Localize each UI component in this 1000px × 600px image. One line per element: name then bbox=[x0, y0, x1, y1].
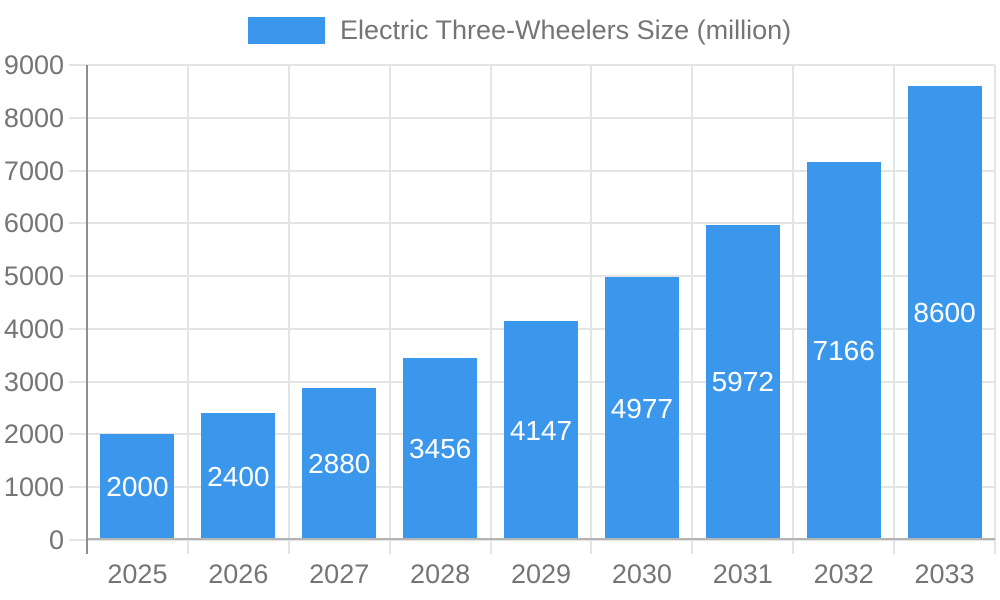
bar-value-label: 7166 bbox=[812, 334, 875, 366]
bar-value-label: 2000 bbox=[106, 471, 169, 503]
x-axis-tick-label: 2031 bbox=[712, 559, 773, 589]
gridline-vertical bbox=[489, 65, 492, 554]
bar-value-label: 2400 bbox=[207, 460, 270, 492]
gridline-vertical bbox=[994, 65, 996, 554]
x-axis-tick-label: 2030 bbox=[611, 559, 672, 589]
legend-swatch bbox=[248, 16, 325, 44]
gridline-vertical bbox=[792, 65, 795, 554]
bar[interactable]: 2400 bbox=[201, 413, 276, 540]
gridline-horizontal bbox=[69, 64, 995, 66]
y-axis-tick-label: 3000 bbox=[3, 366, 64, 397]
gridline-vertical bbox=[893, 65, 896, 554]
gridline-vertical bbox=[186, 65, 189, 554]
bar-value-label: 5972 bbox=[711, 366, 774, 398]
bar[interactable]: 4147 bbox=[504, 321, 578, 540]
y-axis-tick-label: 2000 bbox=[3, 419, 64, 450]
x-axis-tick-label: 2025 bbox=[107, 559, 168, 589]
bar-value-label: 4147 bbox=[509, 414, 573, 446]
gridline-horizontal bbox=[69, 275, 995, 278]
legend-label: Electric Three-Wheelers Size (million) bbox=[340, 14, 792, 45]
x-axis-tick-label: 2033 bbox=[914, 559, 975, 589]
y-axis-tick-label: 1000 bbox=[3, 472, 64, 503]
bar-value-label: 3456 bbox=[408, 432, 472, 464]
bar[interactable]: 3456 bbox=[403, 357, 478, 540]
x-axis-tick-label: 2032 bbox=[813, 559, 874, 589]
gridline-horizontal bbox=[69, 169, 995, 172]
y-axis-tick-label: 6000 bbox=[3, 208, 64, 239]
bar[interactable]: 4977 bbox=[604, 277, 679, 540]
y-axis-line bbox=[86, 65, 88, 554]
y-axis-tick-label: 0 bbox=[48, 525, 64, 555]
x-axis-tick-label: 2028 bbox=[410, 559, 471, 589]
bar[interactable]: 5972 bbox=[705, 224, 780, 540]
gridline-horizontal bbox=[69, 222, 995, 225]
x-axis-tick-label: 2027 bbox=[309, 559, 370, 589]
gridline-horizontal bbox=[69, 116, 995, 119]
y-axis-tick-label: 4000 bbox=[3, 313, 64, 344]
gridline-vertical bbox=[287, 65, 290, 554]
x-axis-line bbox=[87, 538, 995, 540]
x-axis-tick-label: 2026 bbox=[208, 559, 269, 589]
plot-area: 2000 2400 2880 3456 4147 4977 5972 7166 8600 bbox=[69, 64, 996, 554]
bar[interactable]: 2880 bbox=[302, 388, 377, 540]
y-axis-tick-label: 9000 bbox=[3, 50, 64, 80]
gridline-horizontal bbox=[69, 539, 995, 541]
gridline-vertical bbox=[388, 65, 391, 554]
bar[interactable]: 8600 bbox=[907, 86, 982, 540]
bar-value-label: 4977 bbox=[610, 392, 674, 424]
bar-value-label: 2880 bbox=[308, 448, 371, 479]
gridline-vertical bbox=[590, 65, 593, 554]
bar[interactable]: 7166 bbox=[806, 161, 881, 540]
y-axis-tick-label: 7000 bbox=[3, 155, 64, 186]
y-axis-tick-label: 8000 bbox=[3, 102, 64, 133]
y-axis-tick-label: 5000 bbox=[3, 261, 64, 292]
bar-value-label: 8600 bbox=[913, 297, 976, 329]
gridline-vertical bbox=[691, 65, 694, 554]
x-axis-tick-label: 2029 bbox=[510, 559, 572, 589]
legend: Electric Three-Wheelers Size (million) bbox=[248, 15, 791, 45]
bar[interactable]: 2000 bbox=[100, 434, 175, 540]
